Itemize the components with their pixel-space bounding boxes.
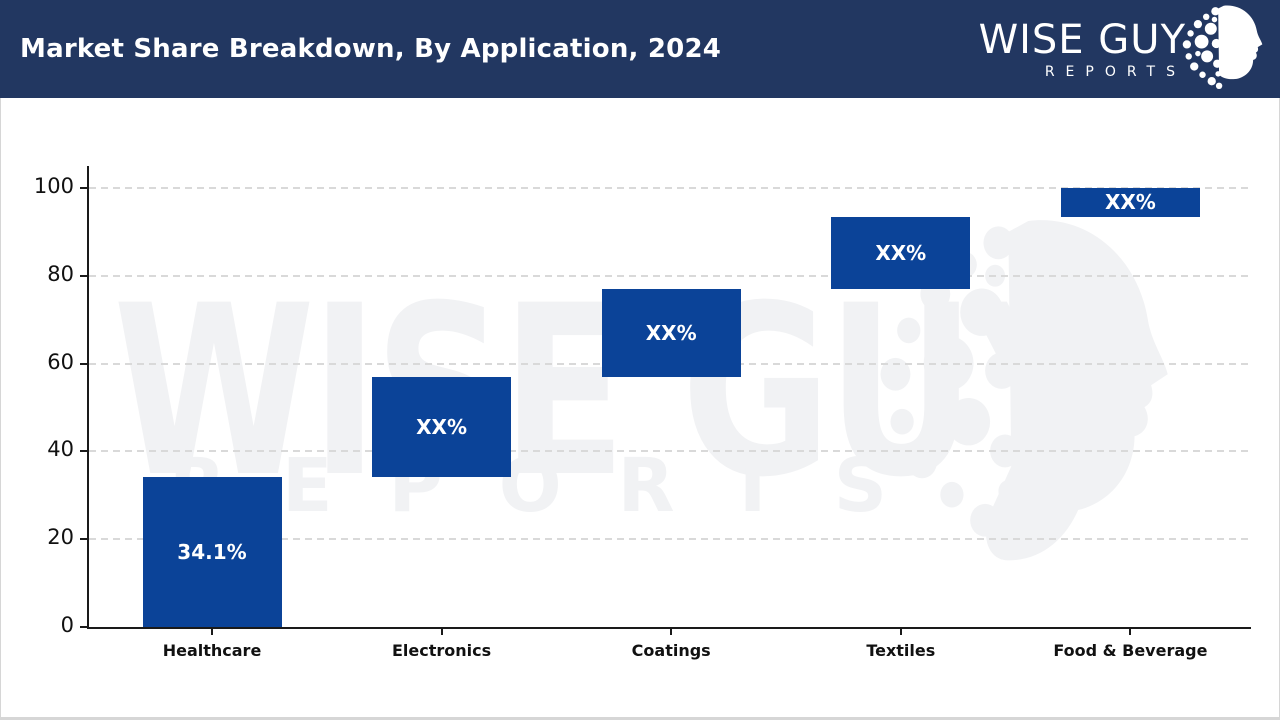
- logo-face-icon: [1182, 5, 1263, 90]
- bar-value-label: XX%: [1104, 190, 1156, 215]
- gridline: [89, 187, 1251, 189]
- y-tick: [80, 450, 87, 453]
- bar-value-label: XX%: [875, 240, 927, 265]
- watermark-subtext: REPORTS: [169, 443, 944, 529]
- bar: [372, 376, 512, 478]
- y-tick: [80, 626, 87, 628]
- y-tick-label: 0: [60, 613, 74, 637]
- bar-value-label: XX%: [416, 415, 468, 440]
- bar: [142, 477, 282, 627]
- y-tick-label: 40: [47, 437, 74, 462]
- x-tick: [1129, 629, 1132, 635]
- bar: [831, 216, 971, 289]
- x-tick: [899, 629, 902, 635]
- x-category-label: Healthcare: [162, 641, 262, 660]
- y-tick: [80, 187, 87, 189]
- x-axis-line: [87, 627, 1251, 629]
- bar: [1060, 188, 1200, 217]
- x-tick: [670, 629, 673, 635]
- y-axis-line: [87, 166, 89, 629]
- y-tick-label: 60: [47, 349, 74, 374]
- x-category-label: Coatings: [631, 641, 711, 660]
- y-tick: [80, 274, 87, 277]
- y-tick: [80, 538, 87, 541]
- gridline: [89, 450, 1251, 453]
- x-tick: [211, 629, 213, 635]
- chart-area: WISE GUY REPORTS 0 20 40 60 80 100 34.1% Health…: [0, 98, 1280, 720]
- x-tick: [440, 629, 443, 635]
- header: Market Share Breakdown, By Application, …: [0, 0, 1280, 98]
- logo-wordmark: WISE GUY: [978, 16, 1186, 63]
- logo-subtext: REPORTS: [1044, 63, 1186, 80]
- bar: [601, 288, 741, 377]
- y-tick: [80, 362, 87, 365]
- y-tick-label: 100: [33, 174, 74, 198]
- y-tick-label: 80: [47, 261, 74, 286]
- gridline: [89, 538, 1251, 541]
- wise-guy-logo: WISE GUY REPORTS: [979, 3, 1266, 95]
- x-category-label: Food & Beverage: [1053, 641, 1208, 660]
- x-category-label: Electronics: [392, 641, 492, 660]
- bar-value-label: XX%: [645, 320, 697, 345]
- page-title: Market Share Breakdown, By Application, …: [20, 34, 722, 64]
- bar-value-label: 34.1%: [177, 540, 247, 565]
- logo-text: WISE GUY REPORTS: [979, 20, 1186, 79]
- x-category-label: Textiles: [866, 641, 936, 660]
- y-tick-label: 20: [47, 525, 74, 550]
- gridline: [89, 274, 1251, 277]
- plot: 0 20 40 60 80 100 34.1% Healthcare XX% Electronic…: [1, 98, 1279, 717]
